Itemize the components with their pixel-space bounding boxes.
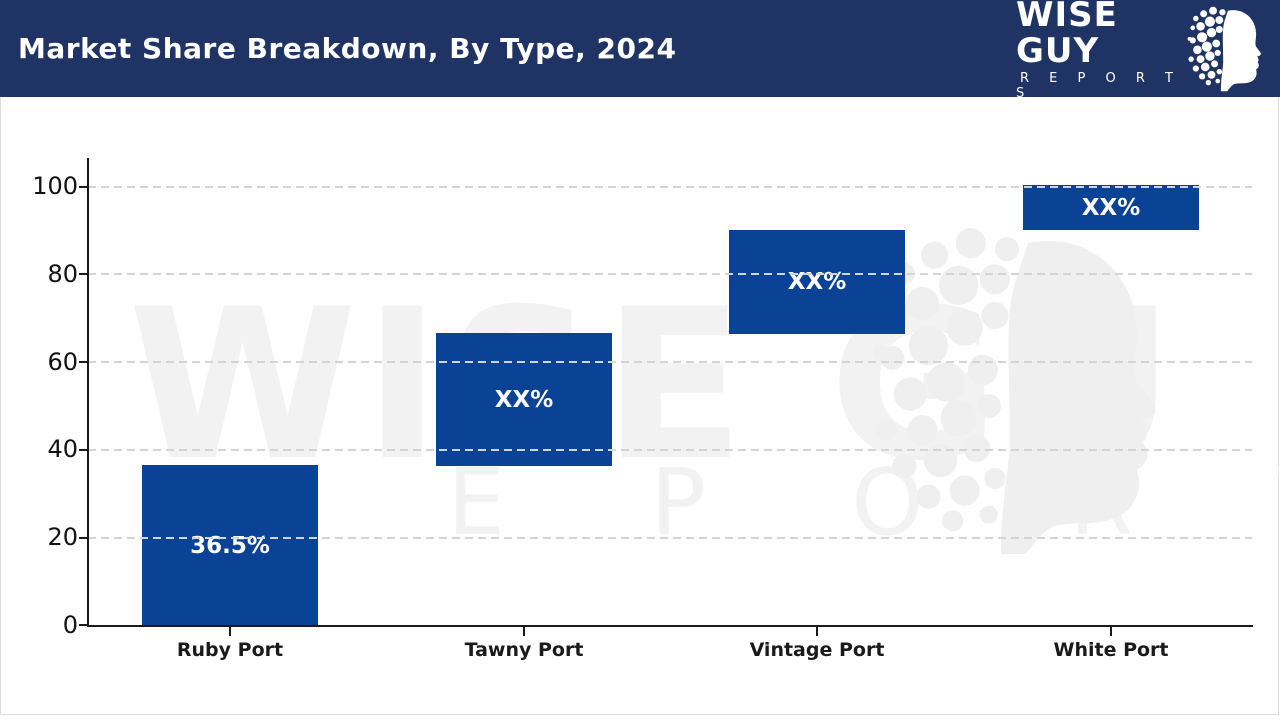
- x-axis-label-tawny-port: Tawny Port: [464, 639, 584, 661]
- y-tick: [79, 537, 88, 539]
- y-tick-label: 60: [47, 348, 78, 376]
- gridline-60: [88, 361, 1252, 363]
- bar-value-label: XX%: [1081, 194, 1141, 221]
- y-tick: [79, 449, 88, 451]
- x-tick: [229, 627, 231, 636]
- head-profile-logo-icon: [1187, 6, 1261, 92]
- y-tick: [79, 361, 88, 363]
- brand-logo: WISE GUY R E P O R T S: [1016, 0, 1266, 101]
- brand-logo-text: WISE GUY R E P O R T S: [1016, 0, 1196, 101]
- y-tick-label: 100: [32, 172, 78, 200]
- gridline-80: [88, 273, 1252, 275]
- y-tick-label: 40: [47, 435, 78, 463]
- brand-name: WISE GUY: [1016, 0, 1118, 71]
- x-axis-label-white-port: White Port: [1053, 639, 1169, 661]
- brand-subtitle: R E P O R T S: [1016, 71, 1181, 101]
- y-tick-label: 80: [47, 260, 78, 288]
- bar-vintage-port: XX%: [729, 230, 905, 334]
- y-axis-line: [87, 158, 89, 627]
- y-tick: [79, 186, 88, 188]
- gridline-40: [88, 449, 1252, 451]
- gridline-100: [88, 186, 1252, 188]
- bar-value-label: XX%: [494, 386, 554, 413]
- bar-white-port: XX%: [1023, 185, 1199, 230]
- y-tick: [79, 624, 88, 626]
- y-tick-label: 0: [62, 611, 78, 639]
- x-axis-line: [87, 625, 1253, 627]
- x-tick: [1110, 627, 1112, 636]
- x-tick: [523, 627, 525, 636]
- bar-value-label: 36.5%: [190, 532, 270, 559]
- y-tick: [79, 273, 88, 275]
- bar-ruby-port: 36.5%: [142, 465, 318, 626]
- x-tick: [816, 627, 818, 636]
- y-tick-label: 20: [47, 523, 78, 551]
- x-axis-label-vintage-port: Vintage Port: [749, 639, 885, 661]
- bar-tawny-port: XX%: [436, 333, 612, 466]
- header-bar: Market Share Breakdown, By Type, 2024 WI…: [0, 0, 1280, 101]
- page-title: Market Share Breakdown, By Type, 2024: [18, 32, 677, 65]
- x-axis-label-ruby-port: Ruby Port: [176, 639, 284, 661]
- gridline-20: [88, 537, 1252, 539]
